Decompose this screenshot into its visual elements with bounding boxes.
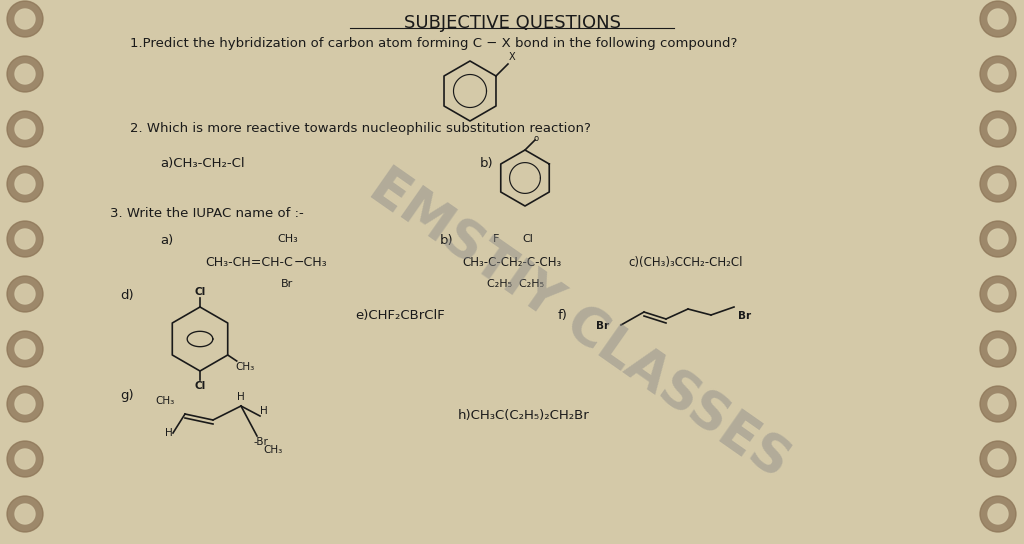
- Text: CH₃: CH₃: [155, 396, 174, 406]
- Text: SUBJECTIVE QUESTIONS: SUBJECTIVE QUESTIONS: [403, 14, 621, 32]
- Text: f): f): [558, 309, 568, 322]
- Circle shape: [988, 449, 1008, 469]
- Text: X: X: [509, 52, 516, 62]
- Circle shape: [15, 119, 35, 139]
- Text: H: H: [237, 392, 245, 402]
- Text: g): g): [120, 389, 133, 402]
- Circle shape: [7, 386, 43, 422]
- Circle shape: [988, 284, 1008, 304]
- Text: Br: Br: [596, 321, 609, 331]
- Circle shape: [988, 9, 1008, 29]
- Text: c)(CH₃)₃CCH₂-CH₂Cl: c)(CH₃)₃CCH₂-CH₂Cl: [628, 256, 742, 269]
- Circle shape: [7, 56, 43, 92]
- Circle shape: [988, 64, 1008, 84]
- Text: C₂H₅  C₂H₅: C₂H₅ C₂H₅: [487, 279, 544, 289]
- Circle shape: [15, 284, 35, 304]
- Text: a)CH₃-CH₂-Cl: a)CH₃-CH₂-Cl: [160, 157, 245, 170]
- Circle shape: [7, 441, 43, 477]
- Circle shape: [15, 64, 35, 84]
- Circle shape: [980, 441, 1016, 477]
- Text: 2. Which is more reactive towards nucleophilic substitution reaction?: 2. Which is more reactive towards nucleo…: [130, 122, 591, 135]
- Text: Br: Br: [738, 311, 752, 321]
- Circle shape: [15, 394, 35, 414]
- Circle shape: [7, 276, 43, 312]
- Text: CH₃-CH=CH-C: CH₃-CH=CH-C: [205, 256, 293, 269]
- Text: h)CH₃C(C₂H₅)₂CH₂Br: h)CH₃C(C₂H₅)₂CH₂Br: [458, 409, 590, 422]
- Text: CH₃-C-CH₂-C-CH₃: CH₃-C-CH₂-C-CH₃: [462, 256, 561, 269]
- Circle shape: [15, 449, 35, 469]
- Circle shape: [988, 394, 1008, 414]
- Circle shape: [7, 111, 43, 147]
- Text: −CH₃: −CH₃: [294, 256, 328, 269]
- Circle shape: [15, 339, 35, 359]
- Circle shape: [980, 331, 1016, 367]
- Text: Cl: Cl: [195, 287, 206, 297]
- Circle shape: [988, 119, 1008, 139]
- Circle shape: [15, 9, 35, 29]
- Text: a): a): [160, 234, 173, 247]
- Circle shape: [980, 496, 1016, 532]
- Circle shape: [15, 504, 35, 524]
- Circle shape: [980, 111, 1016, 147]
- Text: -Br: -Br: [253, 437, 268, 447]
- Circle shape: [988, 229, 1008, 249]
- Text: H: H: [165, 428, 173, 438]
- Text: 3. Write the IUPAC name of :-: 3. Write the IUPAC name of :-: [110, 207, 304, 220]
- Text: F: F: [493, 234, 499, 244]
- Circle shape: [988, 174, 1008, 194]
- Text: Cl: Cl: [522, 234, 534, 244]
- Circle shape: [980, 166, 1016, 202]
- Text: b): b): [480, 157, 494, 170]
- Text: d): d): [120, 289, 133, 302]
- Circle shape: [988, 504, 1008, 524]
- Circle shape: [980, 276, 1016, 312]
- Text: CH₃: CH₃: [278, 234, 298, 244]
- Text: 1.Predict the hybridization of carbon atom forming C − X bond in the following c: 1.Predict the hybridization of carbon at…: [130, 37, 737, 50]
- Text: e)CHF₂CBrClF: e)CHF₂CBrClF: [355, 309, 444, 322]
- Circle shape: [7, 166, 43, 202]
- Circle shape: [7, 1, 43, 37]
- Text: H: H: [260, 406, 267, 416]
- Circle shape: [980, 56, 1016, 92]
- Text: Br: Br: [281, 279, 293, 289]
- Circle shape: [980, 221, 1016, 257]
- Text: CH₃: CH₃: [263, 445, 283, 455]
- Circle shape: [7, 496, 43, 532]
- Text: b): b): [440, 234, 454, 247]
- Circle shape: [980, 1, 1016, 37]
- Text: Cl: Cl: [195, 381, 206, 391]
- Circle shape: [980, 386, 1016, 422]
- Circle shape: [988, 339, 1008, 359]
- Circle shape: [15, 229, 35, 249]
- Circle shape: [15, 174, 35, 194]
- Text: o: o: [534, 134, 539, 143]
- Text: CH₃: CH₃: [236, 362, 255, 372]
- Circle shape: [7, 221, 43, 257]
- Circle shape: [7, 331, 43, 367]
- Text: EMSTIY CLASSES: EMSTIY CLASSES: [360, 159, 800, 489]
